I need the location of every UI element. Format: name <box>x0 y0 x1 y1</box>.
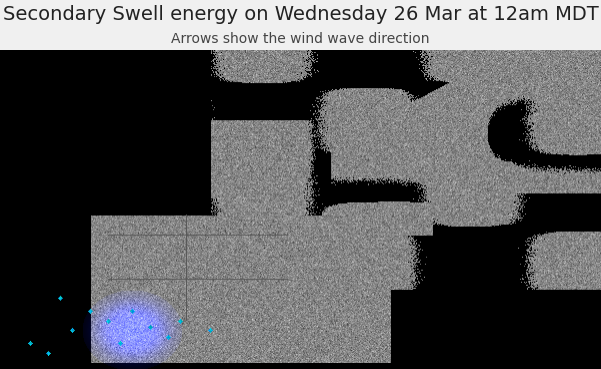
Text: Arrows show the wind wave direction: Arrows show the wind wave direction <box>171 32 430 46</box>
Text: Secondary Swell energy on Wednesday 26 Mar at 12am MDT: Secondary Swell energy on Wednesday 26 M… <box>2 6 599 24</box>
